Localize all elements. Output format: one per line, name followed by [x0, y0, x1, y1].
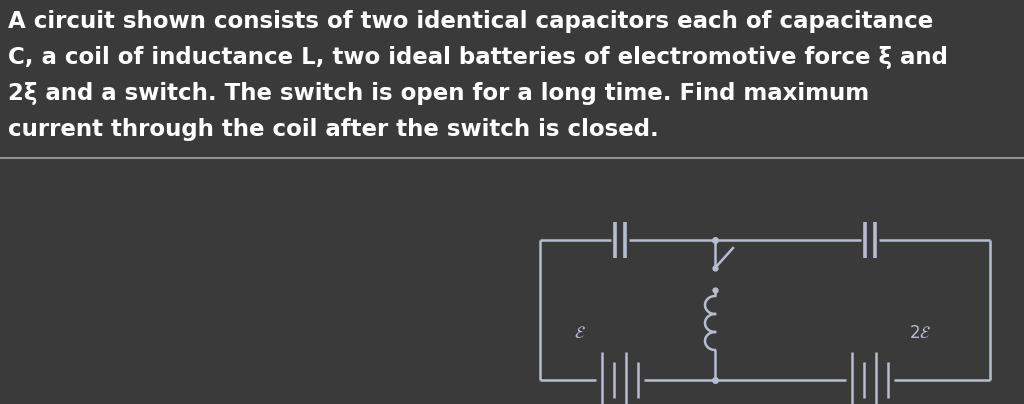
- Text: A circuit shown consists of two identical capacitors each of capacitance: A circuit shown consists of two identica…: [8, 10, 933, 33]
- Text: C, a coil of inductance L, two ideal batteries of electromotive force ξ and: C, a coil of inductance L, two ideal bat…: [8, 46, 948, 69]
- Text: $\mathcal{E}$: $\mathcal{E}$: [574, 324, 586, 342]
- Text: 2ξ and a switch. The switch is open for a long time. Find maximum: 2ξ and a switch. The switch is open for …: [8, 82, 869, 105]
- Text: current through the coil after the switch is closed.: current through the coil after the switc…: [8, 118, 658, 141]
- Text: $2\mathcal{E}$: $2\mathcal{E}$: [908, 324, 931, 342]
